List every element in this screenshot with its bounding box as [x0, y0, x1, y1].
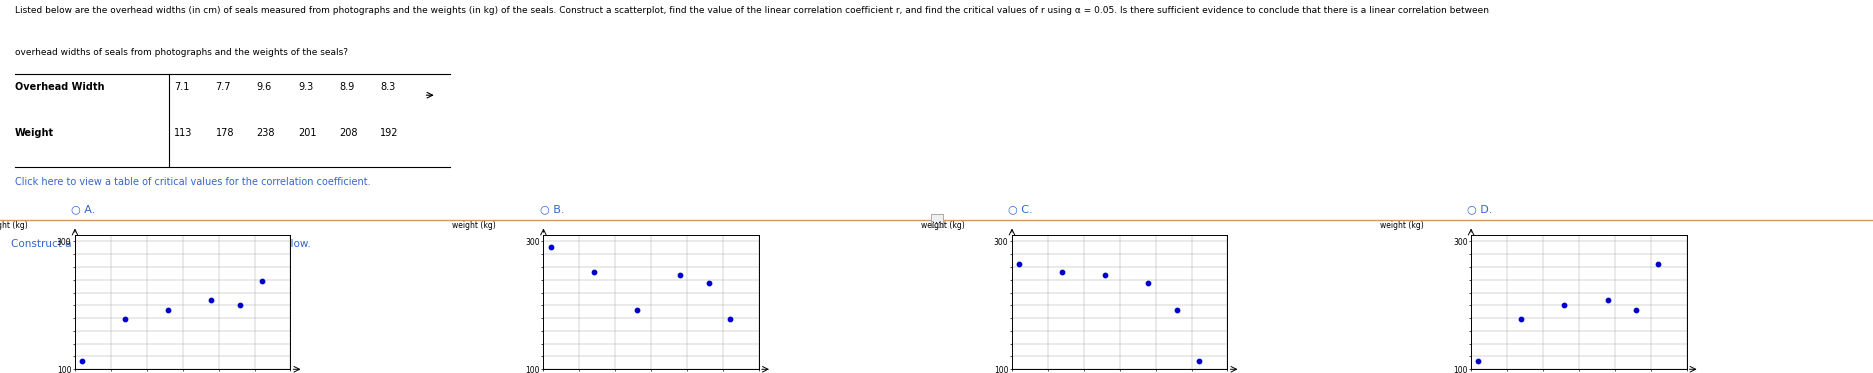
Text: Click here to view a table of critical values for the correlation coefficient.: Click here to view a table of critical v…	[15, 178, 371, 187]
Y-axis label: weight (kg): weight (kg)	[920, 220, 965, 230]
Point	[247, 278, 277, 284]
Point	[579, 269, 609, 275]
Text: Construct a scatterplot.  Choose the correct graph below.: Construct a scatterplot. Choose the corr…	[11, 239, 311, 249]
Point	[1643, 261, 1673, 267]
Y-axis label: weight (kg): weight (kg)	[451, 220, 496, 230]
Point	[1463, 358, 1493, 364]
Text: 208: 208	[339, 128, 358, 138]
Text: 113: 113	[174, 128, 193, 138]
Text: overhead widths of seals from photographs and the weights of the seals?: overhead widths of seals from photograph…	[15, 48, 348, 57]
Text: ...: ...	[933, 215, 940, 225]
Point	[1004, 261, 1034, 267]
Point	[1184, 358, 1214, 364]
Point	[1047, 269, 1077, 275]
Text: Listed below are the overhead widths (in cm) of seals measured from photographs : Listed below are the overhead widths (in…	[15, 6, 1489, 16]
Point	[225, 302, 255, 308]
Text: 192: 192	[380, 128, 399, 138]
Point	[1090, 272, 1120, 278]
Text: 7.7: 7.7	[215, 82, 230, 92]
Point	[1592, 297, 1622, 303]
Point	[111, 316, 140, 322]
Point	[715, 316, 745, 322]
Point	[67, 358, 97, 364]
Y-axis label: weight (kg): weight (kg)	[0, 220, 28, 230]
Text: 201: 201	[298, 128, 317, 138]
Point	[1133, 280, 1163, 286]
Text: 7.1: 7.1	[174, 82, 189, 92]
Text: ○ A.: ○ A.	[71, 204, 96, 214]
Y-axis label: weight (kg): weight (kg)	[1379, 220, 1423, 230]
Point	[536, 244, 566, 250]
Point	[1506, 316, 1536, 322]
Text: 8.9: 8.9	[339, 82, 354, 92]
Point	[1549, 302, 1579, 308]
Text: ○ B.: ○ B.	[539, 204, 564, 214]
Point	[665, 272, 695, 278]
Text: Overhead Width: Overhead Width	[15, 82, 105, 92]
Point	[693, 280, 723, 286]
Point	[622, 307, 652, 313]
Point	[1161, 307, 1191, 313]
Text: ○ D.: ○ D.	[1467, 204, 1493, 214]
Text: 9.6: 9.6	[257, 82, 272, 92]
Text: ○ C.: ○ C.	[1008, 204, 1032, 214]
Text: 238: 238	[257, 128, 275, 138]
Point	[1620, 307, 1650, 313]
Point	[197, 297, 227, 303]
Text: Weight: Weight	[15, 128, 54, 138]
Text: 178: 178	[215, 128, 234, 138]
Text: 8.3: 8.3	[380, 82, 395, 92]
Text: 9.3: 9.3	[298, 82, 313, 92]
Point	[154, 307, 184, 313]
